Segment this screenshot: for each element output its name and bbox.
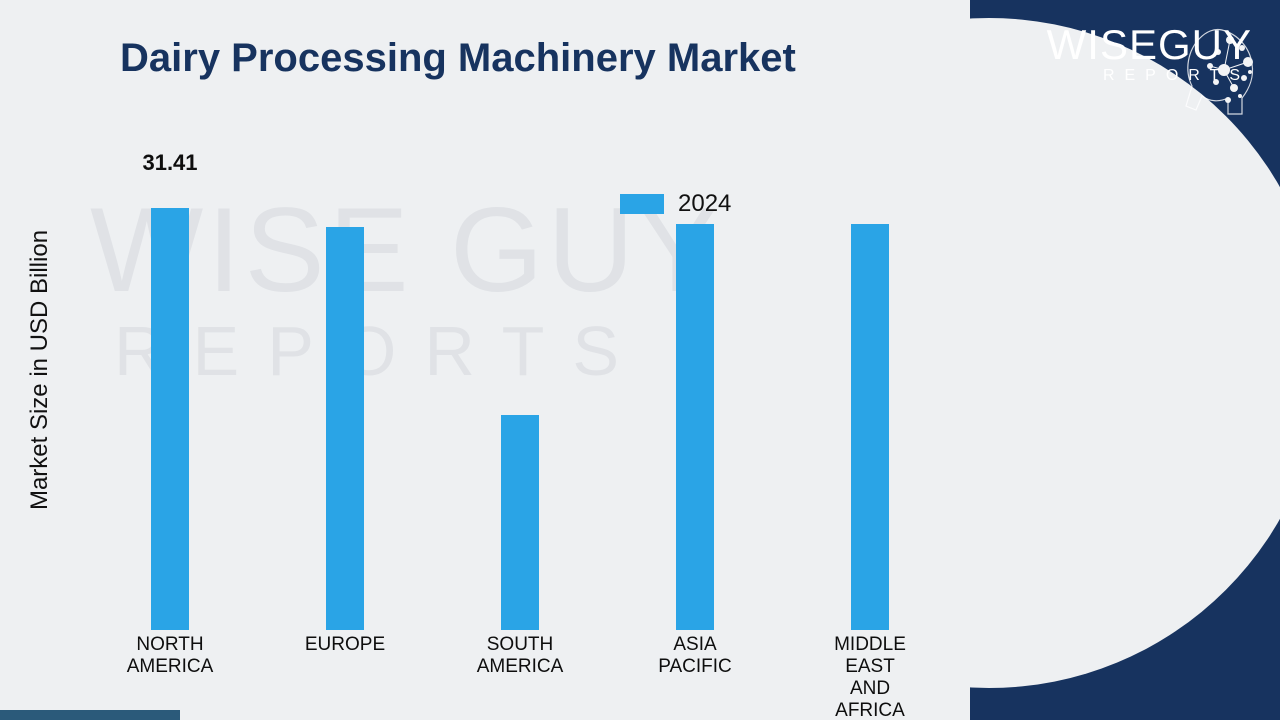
- brand-logo-text: WISEGUY REPORTS: [1047, 24, 1252, 84]
- brand-word-1: WISE: [1047, 21, 1158, 68]
- category-label-row: NORTHAMERICAEUROPESOUTHAMERICAASIAPACIFI…: [110, 630, 960, 720]
- brand-word-3: REPORTS: [1047, 68, 1250, 84]
- bottom-accent-bar: [0, 710, 180, 720]
- category-label: SOUTHAMERICA: [440, 634, 600, 678]
- bar-value-label: 31.41: [142, 150, 197, 176]
- bar: [326, 227, 364, 630]
- category-label: EUROPE: [265, 634, 425, 656]
- chart-title: Dairy Processing Machinery Market: [120, 36, 796, 81]
- bar: [501, 415, 539, 630]
- chart-stage: WISEGUY REPORTS Dairy Processing Machine…: [0, 0, 1280, 720]
- bar: [151, 208, 189, 630]
- category-label: MIDDLEEASTANDAFRICA: [790, 634, 950, 720]
- chart-plot-area: 31.41: [110, 160, 960, 630]
- category-label: NORTHAMERICA: [90, 634, 250, 678]
- bar: [676, 224, 714, 630]
- y-axis-label: Market Size in USD Billion: [26, 230, 54, 510]
- bar: [851, 224, 889, 630]
- brand-word-2: GUY: [1158, 21, 1252, 68]
- right-brand-band: [970, 0, 1280, 720]
- category-label: ASIAPACIFIC: [615, 634, 775, 678]
